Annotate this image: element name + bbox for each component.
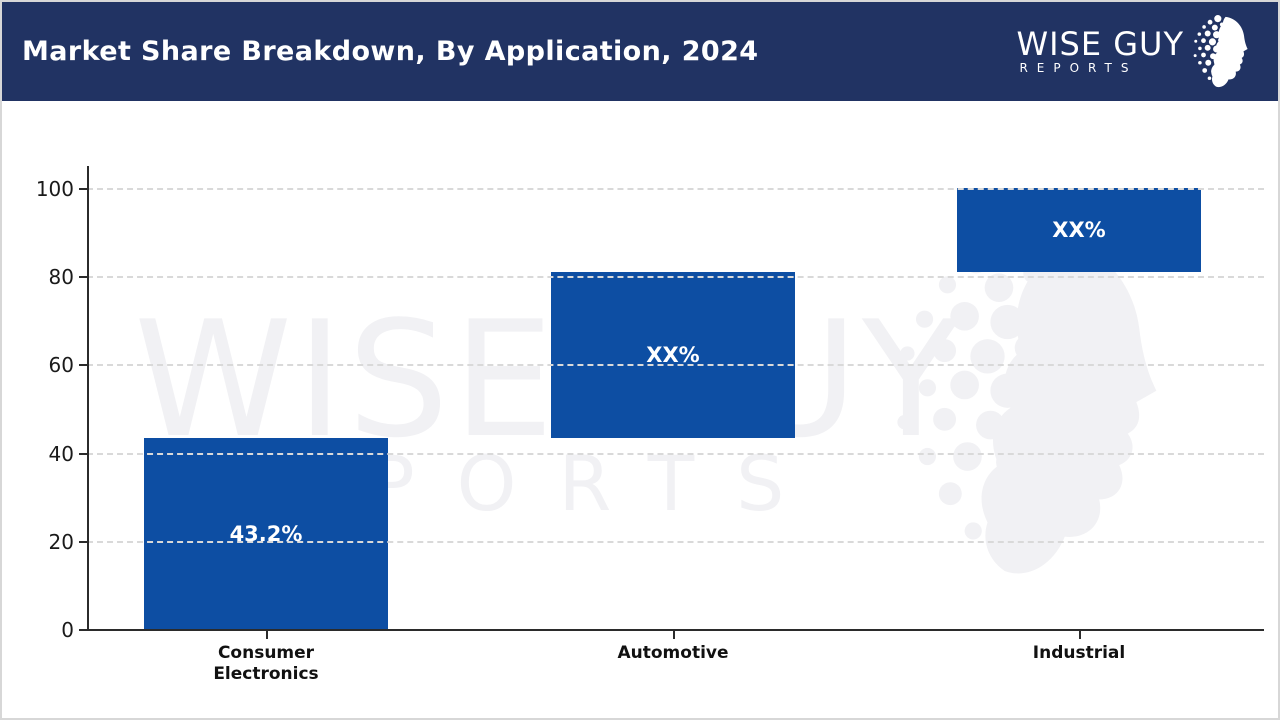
- y-tick-60: [79, 364, 87, 367]
- y-axis-line: [87, 166, 89, 631]
- gridline-40: [87, 452, 1264, 455]
- bar-chart: WISE GUY REPORTS 43.2% XX% XX% 0 20 40 60 80 100…: [2, 101, 1280, 720]
- wise-guy-reports-logo: WISE GUY REPORTS: [1016, 10, 1250, 94]
- bar-value-label: XX%: [1052, 217, 1106, 242]
- bar-value-label: 43.2%: [229, 521, 303, 546]
- gridline-80: [87, 276, 1264, 279]
- category-label-industrial: Industrial: [1032, 643, 1126, 663]
- y-tick-40: [79, 452, 87, 455]
- y-tick-0: [79, 629, 87, 631]
- y-tick-label-60: 60: [48, 353, 74, 378]
- x-tick-2: [673, 631, 675, 639]
- y-tick-80: [79, 276, 87, 279]
- dotted-head-icon: [1193, 14, 1248, 87]
- chart-title: Market Share Breakdown, By Application, …: [22, 36, 759, 67]
- y-tick-label-40: 40: [48, 441, 74, 466]
- gridline-100: [87, 188, 1264, 190]
- category-label-consumer-electronics: Consumer Electronics: [213, 643, 319, 685]
- gridline-60: [87, 364, 1264, 367]
- bar-consumer-electronics: [144, 438, 388, 629]
- x-axis-line: [87, 629, 1264, 631]
- y-tick-label-0: 0: [61, 618, 74, 642]
- logo-wordmark: WISE GUY: [1016, 24, 1184, 63]
- category-label-automotive: Automotive: [617, 643, 729, 663]
- header-bar: Market Share Breakdown, By Application, …: [2, 2, 1278, 101]
- gridline-20: [87, 540, 1264, 543]
- watermark-head-icon: [897, 227, 1157, 574]
- y-tick-100: [79, 188, 87, 190]
- y-tick-20: [79, 540, 87, 543]
- y-tick-label-80: 80: [48, 265, 74, 290]
- logo-text: WISE GUY REPORTS: [1016, 24, 1184, 76]
- bar-automotive: [551, 271, 795, 439]
- y-tick-label-100: 100: [35, 177, 74, 201]
- y-tick-label-20: 20: [48, 529, 74, 554]
- logo-subtitle: REPORTS: [1019, 61, 1138, 76]
- bar-value-label: XX%: [646, 343, 700, 368]
- x-tick-3: [1079, 631, 1081, 639]
- x-tick-1: [266, 631, 268, 639]
